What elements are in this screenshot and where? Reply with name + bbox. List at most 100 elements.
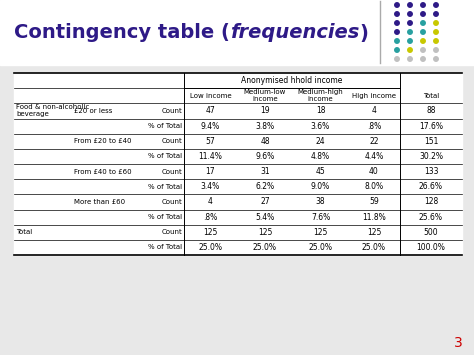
- Text: % of Total: % of Total: [148, 123, 182, 129]
- Text: 3.6%: 3.6%: [311, 121, 330, 131]
- Text: 38: 38: [316, 197, 325, 206]
- Text: 45: 45: [316, 167, 325, 176]
- Circle shape: [408, 48, 412, 52]
- Circle shape: [408, 57, 412, 61]
- Text: ): ): [359, 23, 368, 43]
- Text: 4.8%: 4.8%: [311, 152, 330, 161]
- Text: 22: 22: [369, 137, 379, 146]
- Text: 27: 27: [260, 197, 270, 206]
- Text: 4: 4: [208, 197, 213, 206]
- Circle shape: [408, 3, 412, 7]
- Text: 11.8%: 11.8%: [362, 213, 386, 222]
- Text: 4.4%: 4.4%: [365, 152, 383, 161]
- Text: Count: Count: [161, 229, 182, 235]
- Text: From £40 to £60: From £40 to £60: [74, 169, 132, 175]
- Text: 59: 59: [369, 197, 379, 206]
- Circle shape: [421, 48, 425, 52]
- Circle shape: [434, 3, 438, 7]
- Circle shape: [395, 12, 399, 16]
- Text: Count: Count: [161, 169, 182, 175]
- Text: 25.0%: 25.0%: [309, 243, 332, 252]
- Text: 30.2%: 30.2%: [419, 152, 443, 161]
- Text: Count: Count: [161, 138, 182, 144]
- Text: Food & non-alcoholic
beverage: Food & non-alcoholic beverage: [16, 104, 90, 118]
- Text: 125: 125: [203, 228, 218, 237]
- Circle shape: [434, 30, 438, 34]
- Text: 9.4%: 9.4%: [201, 121, 220, 131]
- Text: 25.0%: 25.0%: [362, 243, 386, 252]
- Text: frequencies: frequencies: [230, 23, 359, 43]
- Text: % of Total: % of Total: [148, 214, 182, 220]
- Circle shape: [421, 57, 425, 61]
- Circle shape: [408, 12, 412, 16]
- Text: 40: 40: [369, 167, 379, 176]
- Text: Medium-high
income: Medium-high income: [298, 89, 343, 102]
- Text: 26.6%: 26.6%: [419, 182, 443, 191]
- Text: Medium-low
income: Medium-low income: [244, 89, 286, 102]
- Circle shape: [408, 39, 412, 43]
- Text: 133: 133: [424, 167, 438, 176]
- Text: 125: 125: [258, 228, 272, 237]
- Circle shape: [408, 21, 412, 25]
- Text: 25.0%: 25.0%: [253, 243, 277, 252]
- Text: 47: 47: [206, 106, 215, 115]
- Text: 17: 17: [206, 167, 215, 176]
- Circle shape: [395, 30, 399, 34]
- Text: High income: High income: [352, 93, 396, 99]
- Text: .8%: .8%: [367, 121, 381, 131]
- Text: Anonymised hhold income: Anonymised hhold income: [241, 76, 343, 85]
- Text: Contingency table (: Contingency table (: [14, 23, 230, 43]
- Circle shape: [408, 30, 412, 34]
- Bar: [0, 0, 474, 65]
- Text: Low income: Low income: [190, 93, 231, 99]
- Text: 3.4%: 3.4%: [201, 182, 220, 191]
- Circle shape: [421, 12, 425, 16]
- Text: 11.4%: 11.4%: [199, 152, 222, 161]
- Text: 6.2%: 6.2%: [255, 182, 274, 191]
- Text: 48: 48: [260, 137, 270, 146]
- Text: % of Total: % of Total: [148, 244, 182, 250]
- Circle shape: [434, 57, 438, 61]
- Text: 9.0%: 9.0%: [311, 182, 330, 191]
- Text: % of Total: % of Total: [148, 184, 182, 190]
- Circle shape: [395, 3, 399, 7]
- Circle shape: [421, 21, 425, 25]
- Circle shape: [395, 57, 399, 61]
- Text: From £20 to £40: From £20 to £40: [74, 138, 131, 144]
- Text: 125: 125: [313, 228, 328, 237]
- Text: 31: 31: [260, 167, 270, 176]
- Text: Total: Total: [423, 93, 439, 99]
- Text: 125: 125: [367, 228, 381, 237]
- Text: % of Total: % of Total: [148, 153, 182, 159]
- Text: 9.6%: 9.6%: [255, 152, 274, 161]
- Circle shape: [421, 30, 425, 34]
- Text: Count: Count: [161, 199, 182, 205]
- Text: 151: 151: [424, 137, 438, 146]
- Text: 500: 500: [424, 228, 438, 237]
- Text: 88: 88: [426, 106, 436, 115]
- Circle shape: [395, 39, 399, 43]
- Text: 3.8%: 3.8%: [255, 121, 274, 131]
- Text: 8.0%: 8.0%: [365, 182, 383, 191]
- Text: 3: 3: [454, 336, 462, 350]
- Circle shape: [395, 48, 399, 52]
- Text: Total: Total: [16, 229, 32, 235]
- Circle shape: [434, 48, 438, 52]
- Text: 25.6%: 25.6%: [419, 213, 443, 222]
- Text: 128: 128: [424, 197, 438, 206]
- Circle shape: [434, 21, 438, 25]
- Text: £20 or less: £20 or less: [74, 108, 112, 114]
- Text: .8%: .8%: [203, 213, 218, 222]
- Bar: [14, 73, 462, 255]
- Text: 4: 4: [372, 106, 376, 115]
- Circle shape: [434, 39, 438, 43]
- Text: Count: Count: [161, 108, 182, 114]
- Text: 100.0%: 100.0%: [417, 243, 446, 252]
- Circle shape: [395, 21, 399, 25]
- Circle shape: [421, 3, 425, 7]
- Text: 25.0%: 25.0%: [199, 243, 222, 252]
- Text: 57: 57: [206, 137, 215, 146]
- Text: 17.6%: 17.6%: [419, 121, 443, 131]
- Text: 7.6%: 7.6%: [311, 213, 330, 222]
- Circle shape: [421, 39, 425, 43]
